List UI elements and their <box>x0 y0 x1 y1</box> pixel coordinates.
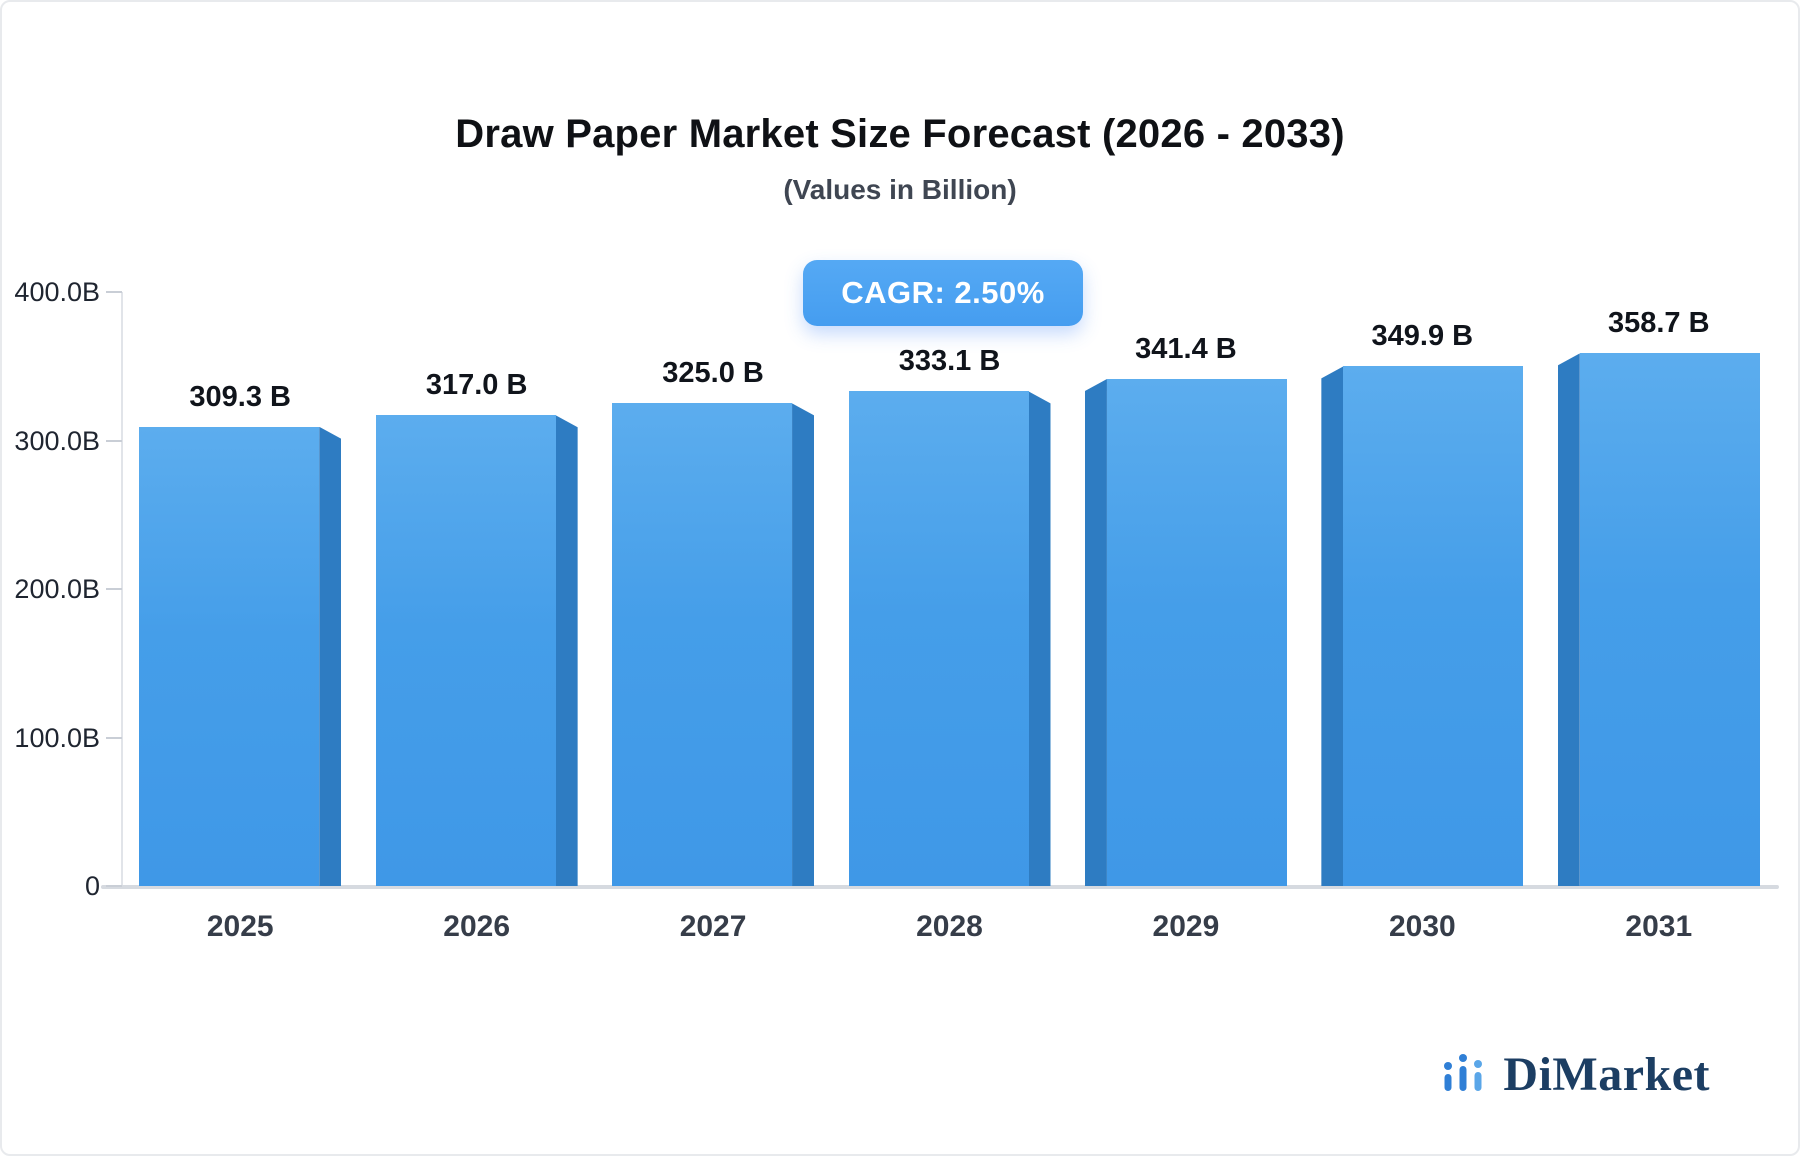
y-axis-tick <box>106 291 122 293</box>
brand-logo: DiMarket <box>1439 1047 1710 1102</box>
bar-2030[interactable]: 349.9 B 2030 <box>1321 320 1524 943</box>
bar-front-face <box>612 403 793 886</box>
y-axis-tick <box>106 885 122 887</box>
bar-2031[interactable]: 358.7 B 2031 <box>1557 307 1760 943</box>
bar-value-label: 317.0 B <box>425 369 528 402</box>
chart-subtitle: (Values in Billion) <box>783 174 1017 205</box>
bar-2029[interactable]: 341.4 B 2029 <box>1084 333 1287 943</box>
x-axis-label: 2025 <box>206 910 274 943</box>
bar-side-face <box>1084 379 1107 886</box>
bar-value-label: 325.0 B <box>662 357 764 390</box>
bar-front-face <box>848 391 1029 886</box>
bar-side-face <box>319 426 342 886</box>
bar-value-label: 333.1 B <box>898 345 1001 378</box>
bar-chart-icon <box>1439 1047 1489 1102</box>
bar-value-label: 309.3 B <box>189 380 291 413</box>
brand-logo-text: DiMarket <box>1503 1048 1710 1101</box>
y-axis-label: 200.0B <box>14 574 100 604</box>
cagr-badge-label: CAGR: 2.50% <box>841 275 1045 310</box>
x-axis-label: 2031 <box>1625 910 1693 943</box>
y-axis-tick <box>106 736 122 739</box>
bar-2027[interactable]: 325.0 B 2027 <box>612 357 815 943</box>
bar-side-face <box>1028 391 1051 886</box>
y-axis-label: 0 <box>84 871 100 901</box>
bar-value-label: 358.7 B <box>1607 307 1710 340</box>
x-axis-line <box>101 885 1779 889</box>
x-axis-label: 2027 <box>679 910 747 943</box>
bar-2025[interactable]: 309.3 B 2025 <box>139 381 342 943</box>
cagr-badge: CAGR: 2.50% <box>803 260 1083 326</box>
bar-side-face <box>555 415 578 886</box>
bar-front-face <box>1106 379 1287 886</box>
bar-side-face <box>1557 353 1580 886</box>
y-axis-label: 100.0B <box>14 722 100 753</box>
x-axis-label: 2026 <box>443 910 511 943</box>
y-axis-line <box>121 292 123 886</box>
chart-title: Draw Paper Market Size Forecast (2026 - … <box>455 112 1345 156</box>
y-axis-label: 300.0B <box>14 425 100 456</box>
y-axis: 400.0B 300.0B 200.0B 100.0B 0 <box>2 277 122 901</box>
bar-value-label: 341.4 B <box>1135 333 1237 366</box>
bar-value-label: 349.9 B <box>1371 320 1474 353</box>
bar-side-face <box>1321 366 1344 886</box>
bar-front-face <box>139 426 320 886</box>
y-axis-tick <box>106 588 122 590</box>
y-axis-tick <box>106 439 122 442</box>
plot-area: 309.3 B 2025 317.0 B 2026 325.0 B 2027 333.1 B… <box>122 292 1777 943</box>
bar-front-face <box>375 415 556 886</box>
x-axis-label: 2028 <box>916 910 983 943</box>
bar-front-face <box>1579 353 1760 886</box>
bar-side-face <box>792 403 815 886</box>
bar-front-face <box>1343 366 1524 886</box>
x-axis-label: 2029 <box>1152 910 1220 943</box>
x-axis-label: 2030 <box>1388 910 1456 943</box>
bar-2026[interactable]: 317.0 B 2026 <box>375 369 578 943</box>
y-axis-label: 400.0B <box>14 277 100 307</box>
bar-2028[interactable]: 333.1 B 2028 <box>848 345 1051 943</box>
